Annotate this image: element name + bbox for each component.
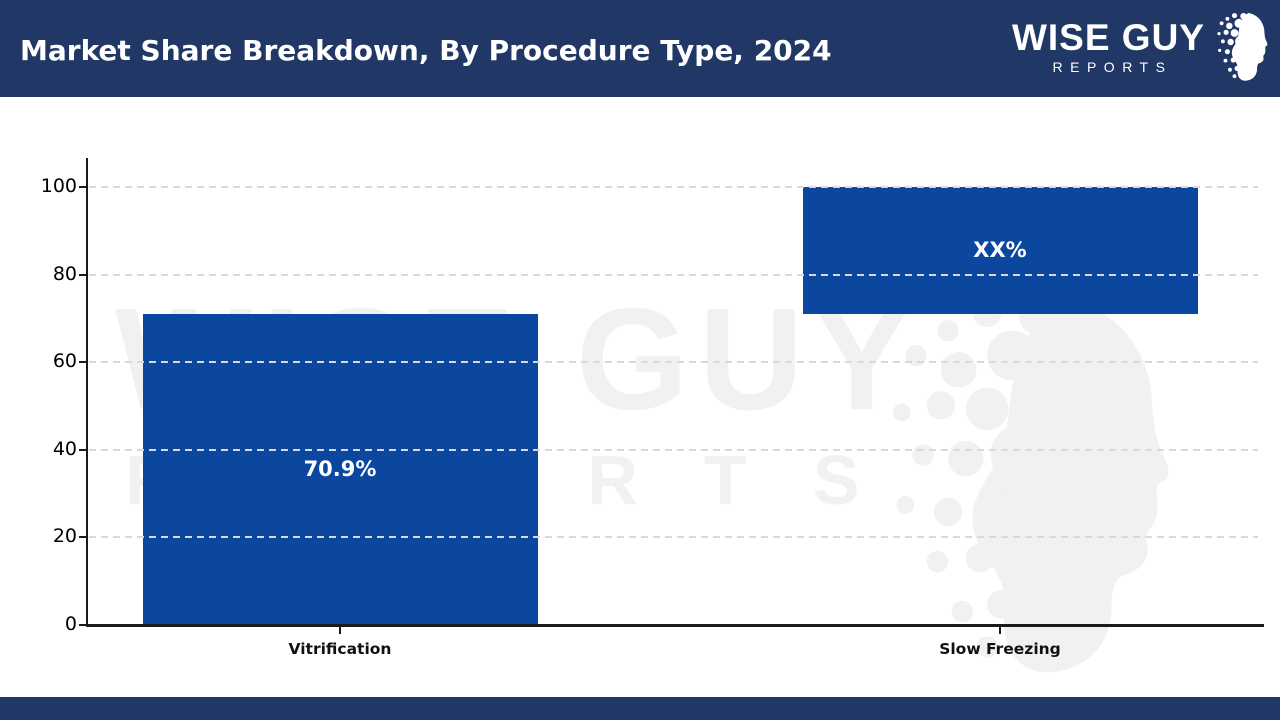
category-label-slow-freezing: Slow Freezing xyxy=(939,640,1061,658)
wiseguy-face-icon xyxy=(1217,12,1268,81)
watermark-face-icon xyxy=(892,298,1169,673)
footer-bar xyxy=(0,697,1280,720)
bar-value-label-vitrification: 70.9% xyxy=(303,456,377,481)
y-axis-tick-label-100: 100 xyxy=(40,175,77,197)
header: Market Share Breakdown, By Procedure Typ… xyxy=(0,0,1280,97)
gridline-20 xyxy=(89,536,1258,539)
y-axis-tick-0 xyxy=(79,624,87,626)
category-label-vitrification: Vitrification xyxy=(288,640,392,658)
gridline-40 xyxy=(89,448,1258,451)
y-axis-tick-label-40: 40 xyxy=(52,437,77,460)
gridline-80 xyxy=(89,273,1258,276)
brand-logo-text: WISE GUY REPORTS xyxy=(1012,19,1205,75)
brand-logo: WISE GUY REPORTS xyxy=(1012,11,1268,82)
y-axis-tick-20 xyxy=(79,536,87,539)
y-axis-tick-label-80: 80 xyxy=(52,262,77,285)
y-axis-line xyxy=(86,158,88,627)
brand-name: WISE GUY xyxy=(1011,16,1205,58)
bar-value-label-slow-freezing: XX% xyxy=(973,237,1027,262)
gridline-100 xyxy=(89,186,1258,188)
y-axis-tick-label-0: 0 xyxy=(64,613,77,635)
y-axis-tick-100 xyxy=(79,186,87,188)
bar-vitrification xyxy=(142,314,538,625)
chart-title: Market Share Breakdown, By Procedure Typ… xyxy=(20,34,832,67)
gridline-60 xyxy=(89,361,1258,364)
y-axis-tick-80 xyxy=(79,273,87,276)
brand-subtitle: REPORTS xyxy=(1052,58,1173,75)
y-axis-tick-label-60: 60 xyxy=(52,350,77,373)
x-axis-line xyxy=(86,624,1264,627)
x-axis-tick-vitrification xyxy=(339,627,341,634)
y-axis-tick-40 xyxy=(79,448,87,451)
y-axis-tick-label-20: 20 xyxy=(52,525,77,548)
y-axis-tick-60 xyxy=(79,361,87,364)
x-axis-tick-slow-freezing xyxy=(999,627,1001,634)
bar-slow-freezing xyxy=(802,187,1198,315)
